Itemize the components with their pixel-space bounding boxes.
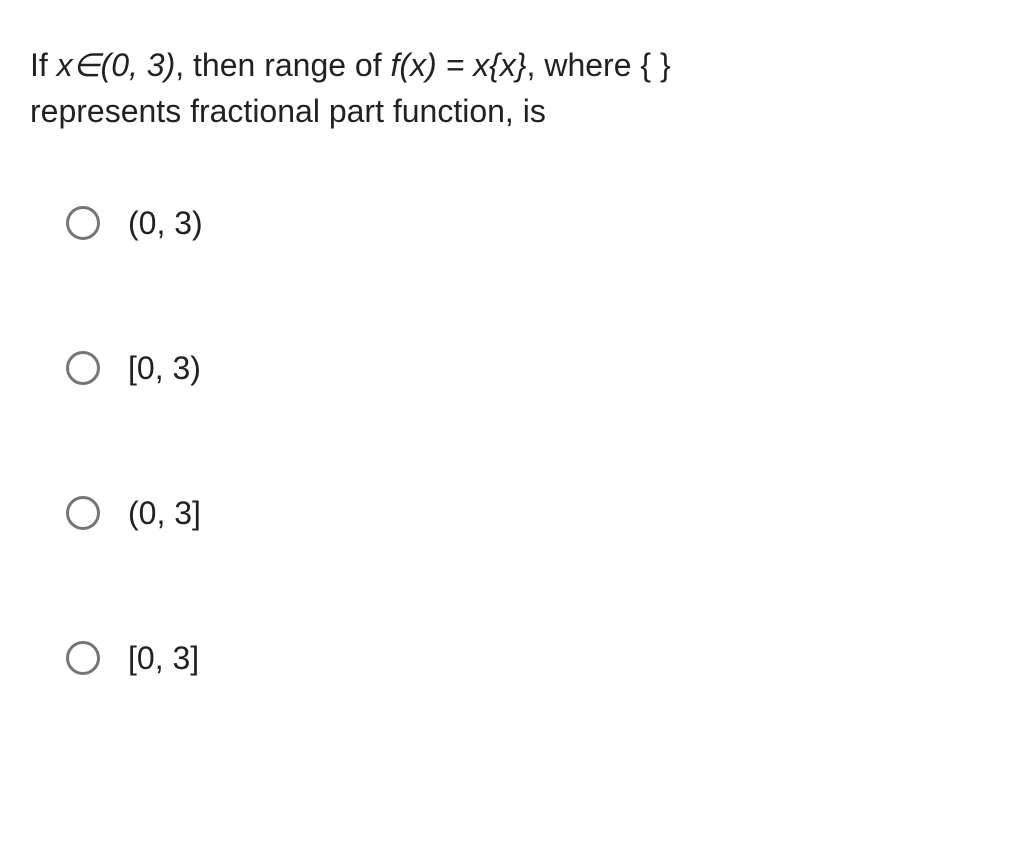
question-line2: represents fractional part function, is [30,93,546,129]
radio-icon [66,496,100,530]
question-line1-suffix: , where { } [527,47,671,83]
option-3-label: (0, 3] [128,495,201,532]
question-text: If x∈(0, 3), then range of f(x) = x{x}, … [30,42,994,135]
option-1-label: (0, 3) [128,205,203,242]
question-container: If x∈(0, 3), then range of f(x) = x{x}, … [0,0,1024,677]
radio-icon [66,351,100,385]
option-3[interactable]: (0, 3] [66,495,994,532]
radio-icon [66,641,100,675]
option-2-label: [0, 3) [128,350,201,387]
option-4[interactable]: [0, 3] [66,640,994,677]
radio-icon [66,206,100,240]
option-2[interactable]: [0, 3) [66,350,994,387]
question-expr: x∈(0, 3) [57,47,176,83]
options-list: (0, 3) [0, 3) (0, 3] [0, 3] [30,205,994,677]
option-1[interactable]: (0, 3) [66,205,994,242]
option-4-label: [0, 3] [128,640,199,677]
question-func: f(x) = x{x} [391,47,527,83]
question-line1-prefix: If [30,47,57,83]
question-line1-mid: , then range of [175,47,390,83]
